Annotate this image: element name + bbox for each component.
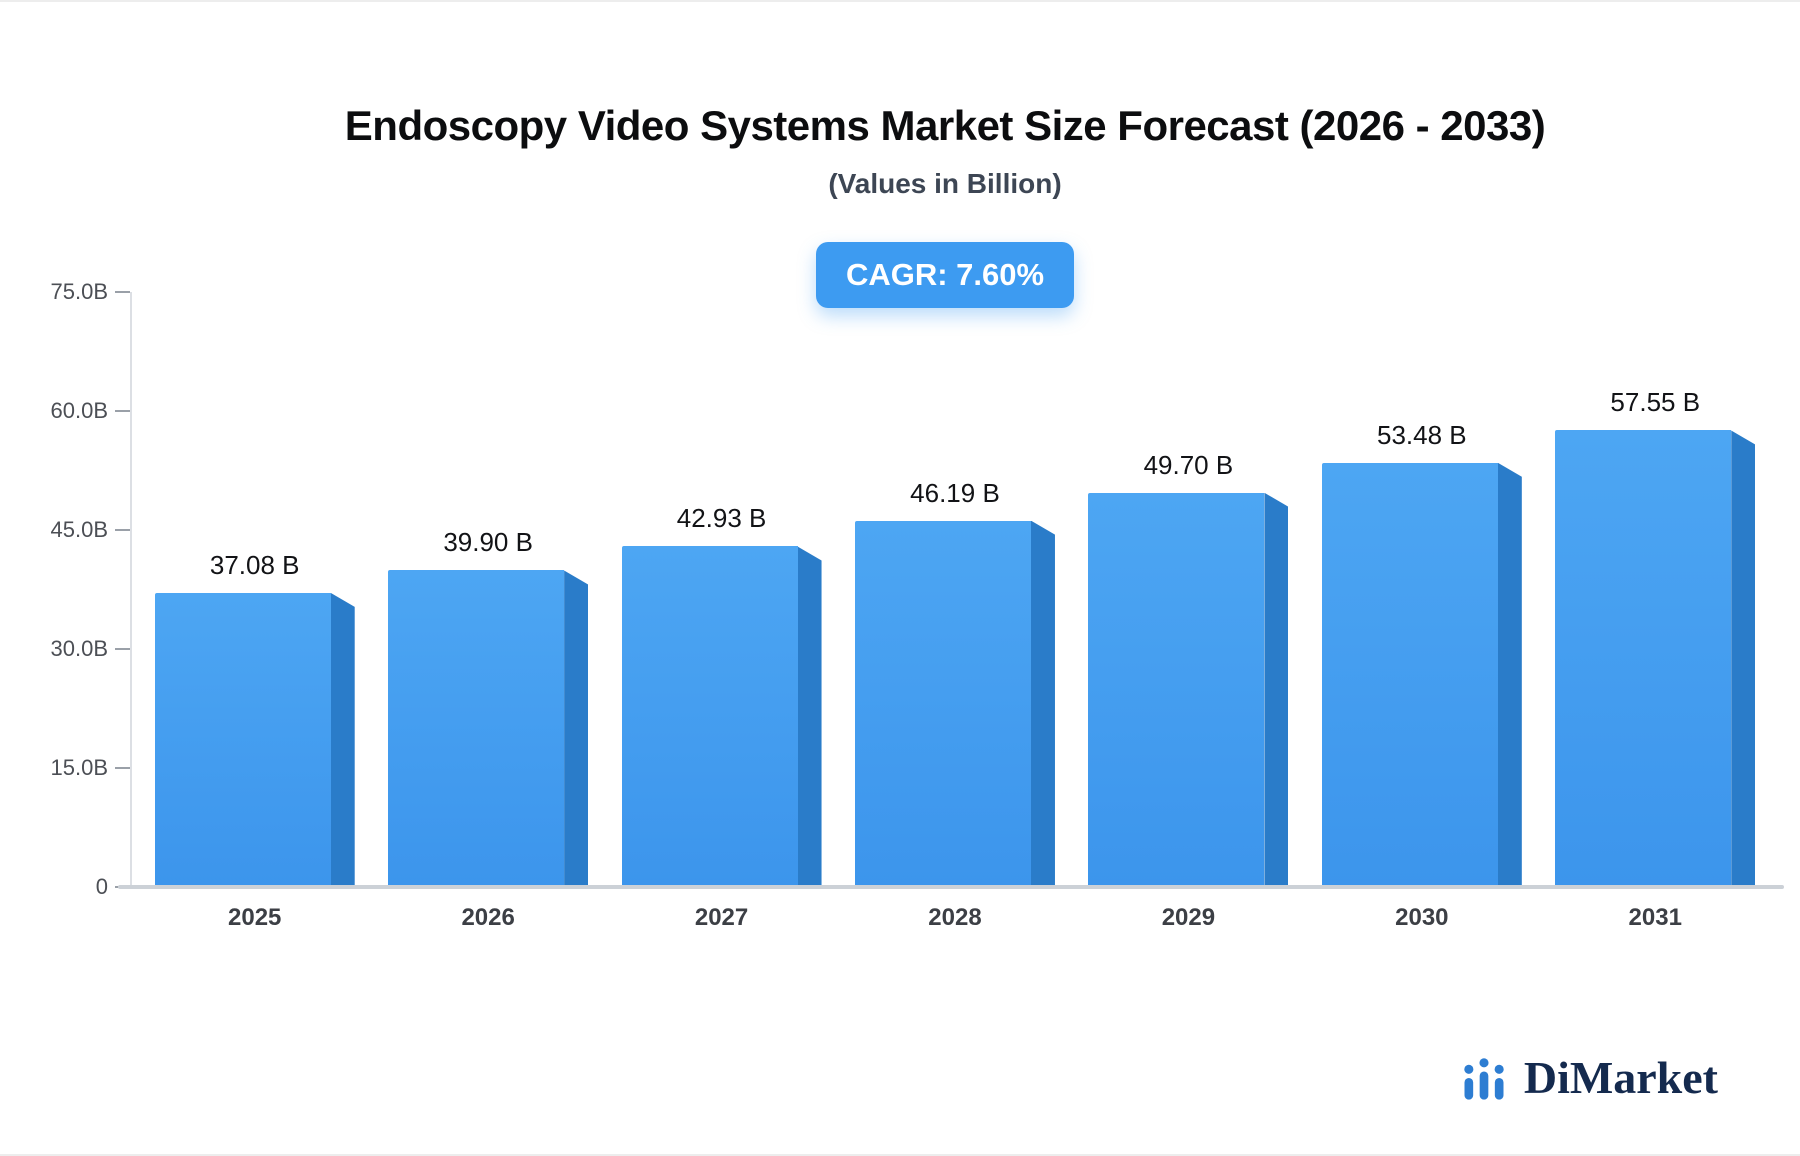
bar-side-shadow [1030, 520, 1055, 887]
bar-group: 37.08 B [138, 292, 371, 887]
cagr-badge: CAGR: 7.60% [815, 242, 1075, 308]
bar-side-shadow [330, 592, 355, 887]
x-axis-label: 2028 [928, 904, 982, 931]
x-axis-labels: 2025 2026 2027 2028 2029 2030 2031 [138, 904, 1772, 932]
plot-area: 37.08 B 39.90 B 42.93 B 46.19 B 49.70 B 53.48… [138, 292, 1772, 887]
chart-subtitle: (Values in Billion) [828, 168, 1062, 199]
y-tick-mark [115, 410, 130, 412]
chart-area: 0 15.0B 30.0B 45.0B 60.0B 75.0B 37.08 B 39.90 … [0, 279, 1800, 899]
y-tick-label: 45.0B [50, 517, 109, 542]
bar-side-shadow [1731, 430, 1756, 887]
bar-2030 [1321, 462, 1522, 887]
x-axis-label: 2029 [1161, 904, 1216, 931]
y-axis-line [130, 292, 132, 887]
dimarket-logo-icon [1464, 1057, 1504, 1100]
x-axis-label: 2030 [1395, 904, 1449, 931]
brand-name: DiMarket [1523, 1052, 1718, 1103]
bar-face [388, 570, 565, 887]
chart-title: Endoscopy Video Systems Market Size Fore… [344, 102, 1546, 149]
y-tick: 15.0B [50, 755, 130, 781]
bar-side-shadow [1264, 492, 1289, 887]
y-tick-label: 75.0B [50, 279, 109, 304]
bar-side-shadow [797, 546, 822, 887]
bar-value-label: 42.93 B [676, 503, 767, 534]
bar-face [154, 592, 331, 887]
bar-group: 42.93 B [605, 292, 838, 887]
bar-side-shadow [564, 570, 589, 887]
y-tick: 60.0B [50, 398, 130, 424]
y-tick: 75.0B [50, 279, 130, 305]
y-axis: 0 15.0B 30.0B 45.0B 60.0B 75.0B [0, 279, 130, 899]
bar-value-label: 57.55 B [1610, 387, 1701, 418]
y-tick: 30.0B [50, 636, 130, 662]
bar-group: 49.70 B [1072, 292, 1305, 887]
bar-2025 [154, 592, 355, 887]
x-axis-label: 2027 [694, 904, 749, 931]
x-axis-line [118, 885, 1784, 889]
bar-value-label: 39.90 B [443, 527, 533, 558]
bar-group: 53.48 B [1305, 292, 1538, 887]
bar-2028 [854, 520, 1055, 887]
bar-group: 39.90 B [371, 292, 604, 887]
y-tick-mark [115, 648, 130, 650]
y-tick-label: 15.0B [50, 755, 109, 780]
y-tick-label: 60.0B [50, 398, 109, 423]
y-tick-mark [115, 291, 130, 293]
bar-side-shadow [1497, 462, 1522, 887]
bar-group: 46.19 B [838, 292, 1071, 887]
bar-2031 [1555, 430, 1756, 887]
bar-face [1088, 492, 1265, 887]
bar-2029 [1088, 492, 1289, 887]
y-tick: 45.0B [50, 517, 130, 543]
bar-value-label: 37.08 B [209, 549, 300, 580]
brand-logo: DiMarket [1458, 1051, 1718, 1104]
y-tick-mark [115, 767, 130, 769]
x-axis-label: 2025 [228, 904, 282, 931]
bar-face [1321, 462, 1498, 887]
x-axis-label: 2031 [1628, 904, 1682, 931]
bar-value-label: 46.19 B [910, 477, 1000, 508]
y-tick-label: 30.0B [50, 636, 109, 661]
bar-value-label: 53.48 B [1377, 419, 1467, 450]
y-tick-label: 0 [95, 874, 108, 899]
chart-header: Endoscopy Video Systems Market Size Fore… [110, 102, 1780, 308]
bar-face [1555, 430, 1732, 887]
x-axis-label: 2026 [461, 904, 515, 931]
bar-value-label: 49.70 B [1143, 449, 1234, 480]
bar-face [621, 546, 798, 887]
bar-2027 [621, 546, 822, 887]
y-tick-mark [115, 529, 130, 531]
bar-2026 [388, 570, 589, 887]
bar-group: 57.55 B [1539, 292, 1772, 887]
bar-face [854, 520, 1031, 887]
